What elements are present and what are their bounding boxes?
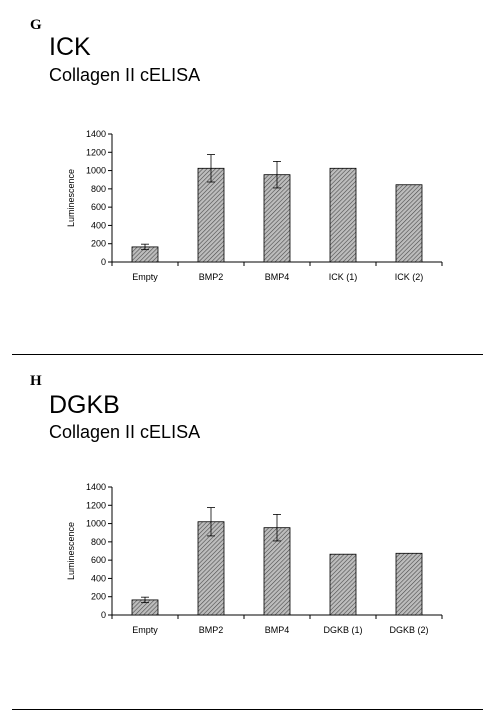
y-tick-label: 800 bbox=[91, 537, 106, 547]
panel-title: DGKB bbox=[49, 391, 120, 419]
x-tick-label: BMP4 bbox=[265, 625, 290, 635]
y-tick-label: 1000 bbox=[86, 519, 106, 529]
y-axis-title: Luminescence bbox=[66, 522, 76, 580]
y-tick-label: 600 bbox=[91, 555, 106, 565]
y-tick-label: 1400 bbox=[86, 129, 106, 139]
panel-title: ICK bbox=[49, 33, 91, 61]
y-tick-label: 400 bbox=[91, 573, 106, 583]
x-tick-label: BMP4 bbox=[265, 272, 290, 282]
y-tick-label: 1200 bbox=[86, 147, 106, 157]
bar bbox=[395, 552, 423, 616]
y-tick-label: 1400 bbox=[86, 482, 106, 492]
y-tick-label: 200 bbox=[91, 239, 106, 249]
y-tick-label: 0 bbox=[101, 610, 106, 620]
panel-subtitle: Collagen II cELISA bbox=[49, 65, 201, 85]
bar bbox=[395, 184, 423, 263]
x-tick-label: BMP2 bbox=[199, 272, 224, 282]
bar-chart: 0 200 400 600 800 1000 1200 1400 Luminescence Emp… bbox=[66, 129, 443, 282]
bar bbox=[329, 167, 357, 263]
bar bbox=[329, 553, 357, 616]
bar bbox=[263, 174, 291, 263]
y-tick-label: 200 bbox=[91, 592, 106, 602]
x-tick-label: ICK (2) bbox=[395, 272, 424, 282]
y-tick-label: 0 bbox=[101, 257, 106, 267]
x-tick-label: Empty bbox=[132, 272, 158, 282]
page-bottom-rule bbox=[12, 709, 483, 710]
x-tick-label: BMP2 bbox=[199, 625, 224, 635]
x-tick-label: DGKB (2) bbox=[389, 625, 428, 635]
bar bbox=[263, 527, 291, 616]
bar bbox=[197, 521, 225, 616]
panel-letter: G bbox=[30, 17, 42, 33]
y-tick-label: 600 bbox=[91, 202, 106, 212]
y-axis-title: Luminescence bbox=[66, 169, 76, 227]
panel-divider bbox=[12, 354, 483, 355]
x-tick-label: Empty bbox=[132, 625, 158, 635]
y-tick-label: 800 bbox=[91, 184, 106, 194]
y-tick-label: 400 bbox=[91, 220, 106, 230]
panel-letter: H bbox=[30, 373, 42, 389]
bar-chart: 0 200 400 600 800 1000 1200 1400 Luminescence Emp… bbox=[66, 482, 443, 635]
panel-h: H DGKB Collagen II cELISA 0 200 400 600 800 1… bbox=[0, 355, 500, 710]
x-tick-label: DGKB (1) bbox=[323, 625, 362, 635]
panel-g: G ICK Collagen II cELISA 0 200 400 600 800 10… bbox=[0, 0, 500, 355]
bar bbox=[197, 167, 225, 263]
panel-subtitle: Collagen II cELISA bbox=[49, 422, 201, 442]
y-tick-label: 1000 bbox=[86, 166, 106, 176]
x-tick-label: ICK (1) bbox=[329, 272, 358, 282]
y-tick-label: 1200 bbox=[86, 500, 106, 510]
